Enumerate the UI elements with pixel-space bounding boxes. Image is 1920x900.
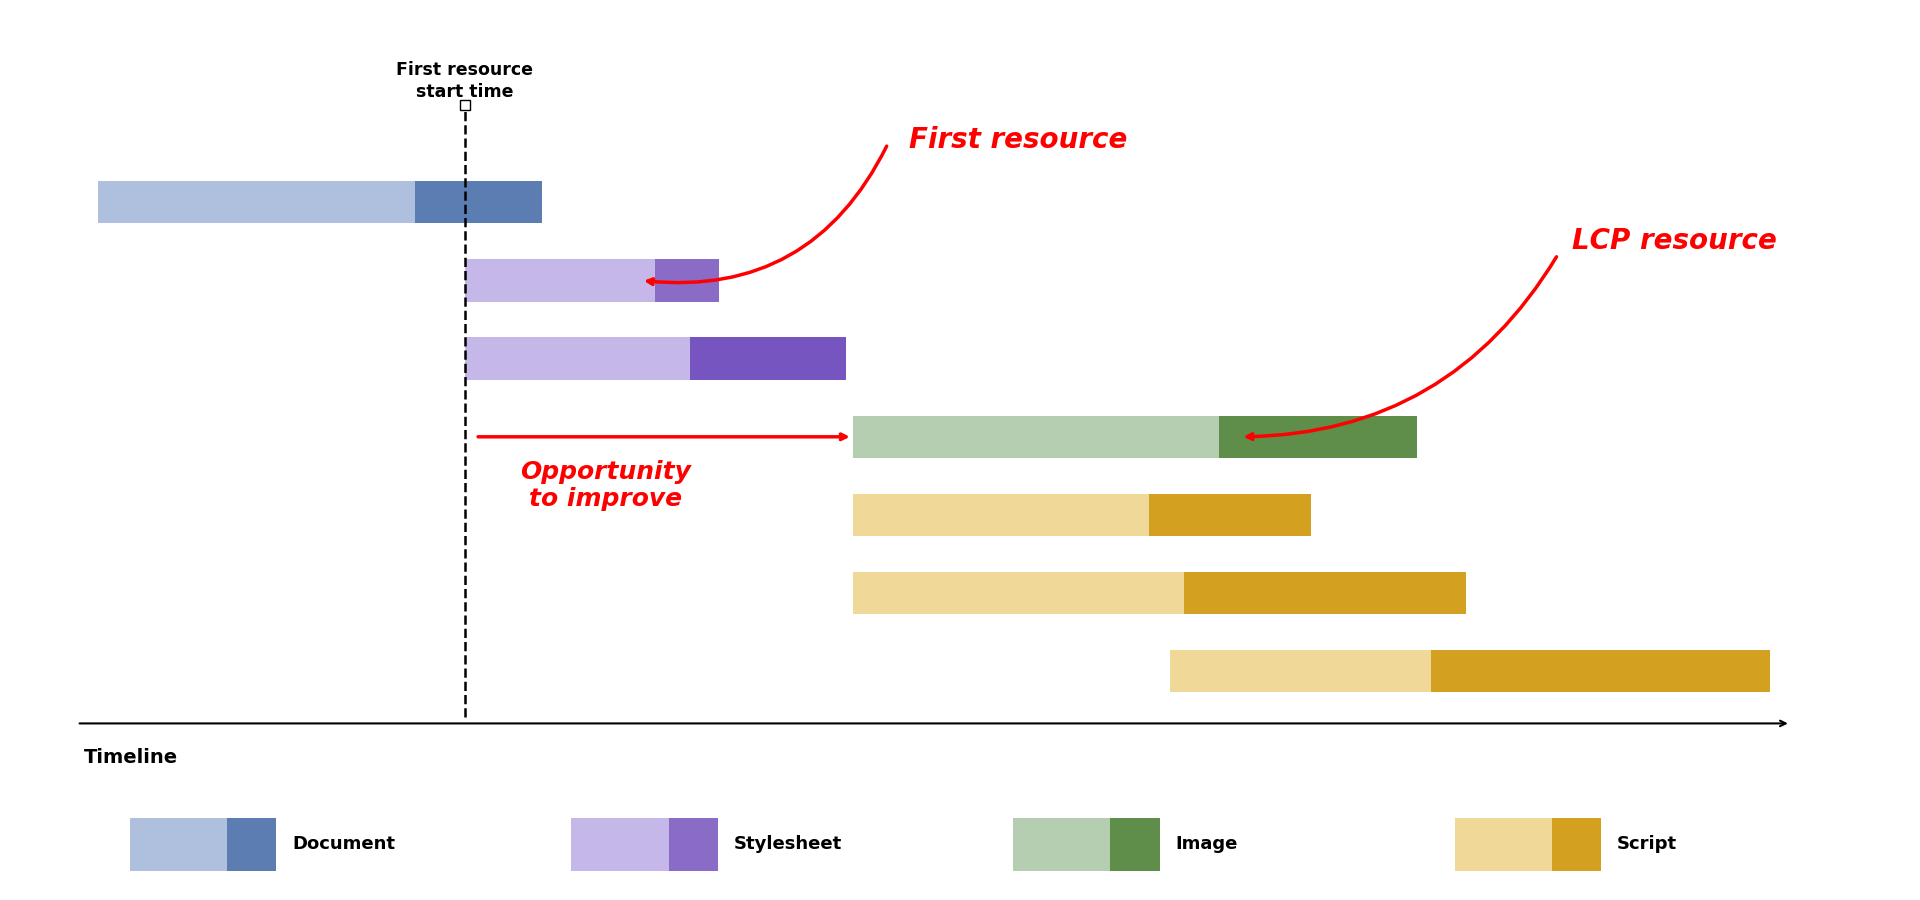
Bar [1185, 572, 1467, 615]
Bar [691, 338, 845, 380]
Text: First resource
start time: First resource start time [396, 61, 534, 102]
Bar [1014, 818, 1110, 871]
Bar [1551, 818, 1601, 871]
Bar [852, 416, 1240, 458]
Bar [227, 818, 276, 871]
Bar [1219, 416, 1417, 458]
Text: First resource: First resource [908, 126, 1127, 155]
Bar [852, 572, 1206, 615]
Bar [98, 181, 430, 223]
Bar [1430, 650, 1770, 692]
Bar [572, 818, 668, 871]
Bar [655, 259, 718, 302]
Bar [465, 338, 712, 380]
Text: Image: Image [1175, 835, 1238, 853]
Bar [1169, 650, 1452, 692]
Bar [668, 818, 718, 871]
Text: Opportunity
to improve: Opportunity to improve [520, 460, 691, 511]
Bar [1148, 494, 1311, 536]
Bar [852, 494, 1169, 536]
Text: Stylesheet: Stylesheet [733, 835, 843, 853]
Text: Script: Script [1617, 835, 1678, 853]
Bar [415, 181, 541, 223]
Bar [1455, 818, 1551, 871]
Bar [465, 259, 676, 302]
Text: LCP resource: LCP resource [1572, 228, 1776, 256]
Text: Document: Document [292, 835, 396, 853]
Bar [1110, 818, 1160, 871]
Text: Timeline: Timeline [84, 748, 179, 767]
Bar [131, 818, 227, 871]
